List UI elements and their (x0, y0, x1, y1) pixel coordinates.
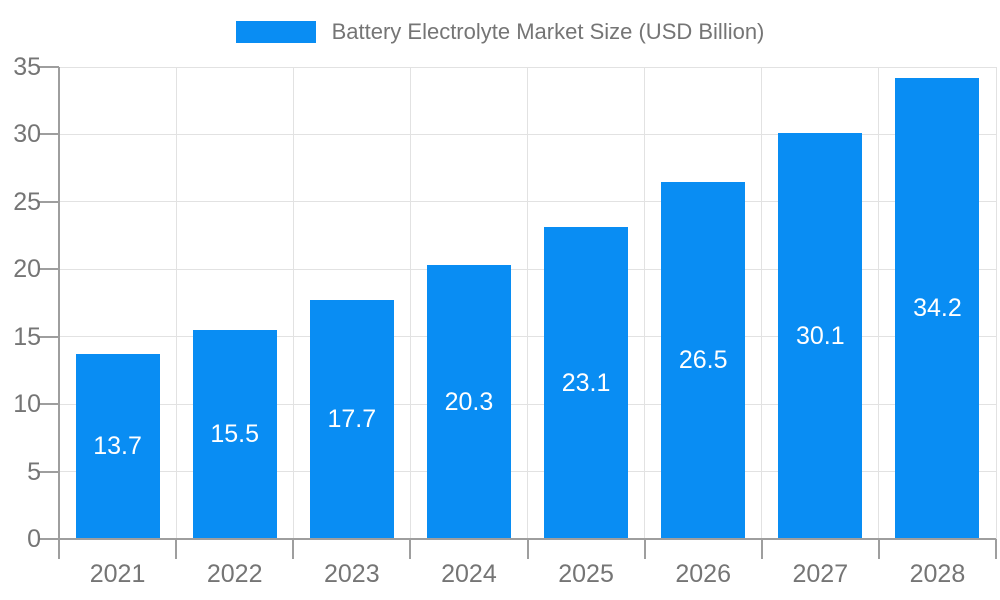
bar-2024[interactable]: 20.3 (426, 265, 511, 539)
y-tick-label: 0 (27, 525, 41, 553)
legend-item[interactable]: Battery Electrolyte Market Size (USD Bil… (235, 19, 765, 45)
x-tick (877, 539, 880, 559)
bar-2021[interactable]: 13.7 (75, 354, 160, 539)
gridline-v (878, 67, 880, 539)
y-tick (39, 66, 59, 68)
bar-2026[interactable]: 26.5 (661, 181, 746, 539)
x-tick-label: 2024 (441, 560, 497, 588)
x-tick (760, 539, 763, 559)
x-tick (643, 539, 646, 559)
y-axis-line (58, 67, 60, 559)
bar-value-label: 15.5 (210, 419, 260, 448)
gridline-v (527, 67, 528, 539)
x-tick (175, 539, 178, 559)
y-tick-label: 15 (13, 322, 41, 351)
y-tick (39, 268, 59, 271)
y-tick-label: 35 (13, 53, 41, 81)
bar-value-label: 17.7 (327, 405, 377, 434)
x-tick-label: 2025 (558, 560, 614, 588)
gridline-v (292, 67, 294, 539)
y-tick-label: 5 (27, 457, 41, 486)
legend-swatch (235, 21, 316, 43)
x-tick (526, 539, 529, 559)
gridline-v (175, 67, 177, 539)
x-tick (292, 539, 295, 559)
x-tick-label: 2023 (324, 560, 380, 588)
x-tick-label: 2027 (792, 560, 849, 588)
gridline-v (761, 67, 763, 539)
y-tick (39, 403, 59, 406)
x-tick-label: 2028 (909, 560, 966, 588)
x-tick (995, 539, 997, 559)
x-tick-label: 2021 (89, 560, 146, 588)
y-tick (39, 538, 59, 540)
bar-2028[interactable]: 34.2 (895, 77, 980, 539)
bar-value-label: 13.7 (93, 432, 142, 461)
bar-value-label: 23.1 (561, 368, 611, 397)
bar-2023[interactable]: 17.7 (309, 300, 394, 539)
x-tick (409, 539, 412, 559)
y-tick (39, 133, 59, 136)
bar-value-label: 26.5 (678, 345, 728, 374)
y-tick-label: 30 (13, 120, 41, 149)
x-tick-label: 2022 (206, 560, 263, 588)
y-tick (39, 335, 59, 338)
y-tick-label: 20 (13, 255, 41, 284)
gridline-v (409, 67, 411, 539)
bar-2025[interactable]: 23.1 (544, 227, 629, 539)
legend: Battery Electrolyte Market Size (USD Bil… (0, 19, 1000, 45)
legend-label: Battery Electrolyte Market Size (USD Bil… (331, 19, 765, 44)
bar-value-label: 20.3 (444, 387, 494, 416)
y-tick-label: 10 (13, 390, 41, 419)
y-tick-label: 25 (13, 187, 41, 216)
bar-value-label: 30.1 (795, 321, 845, 350)
y-tick (39, 470, 59, 473)
gridline-v (644, 67, 646, 539)
bar-2022[interactable]: 15.5 (192, 329, 277, 539)
x-tick-label: 2026 (675, 560, 731, 588)
bar-value-label: 34.2 (913, 293, 962, 322)
bar-2027[interactable]: 30.1 (778, 133, 863, 539)
y-tick (39, 200, 59, 203)
gridline-v (995, 67, 997, 539)
